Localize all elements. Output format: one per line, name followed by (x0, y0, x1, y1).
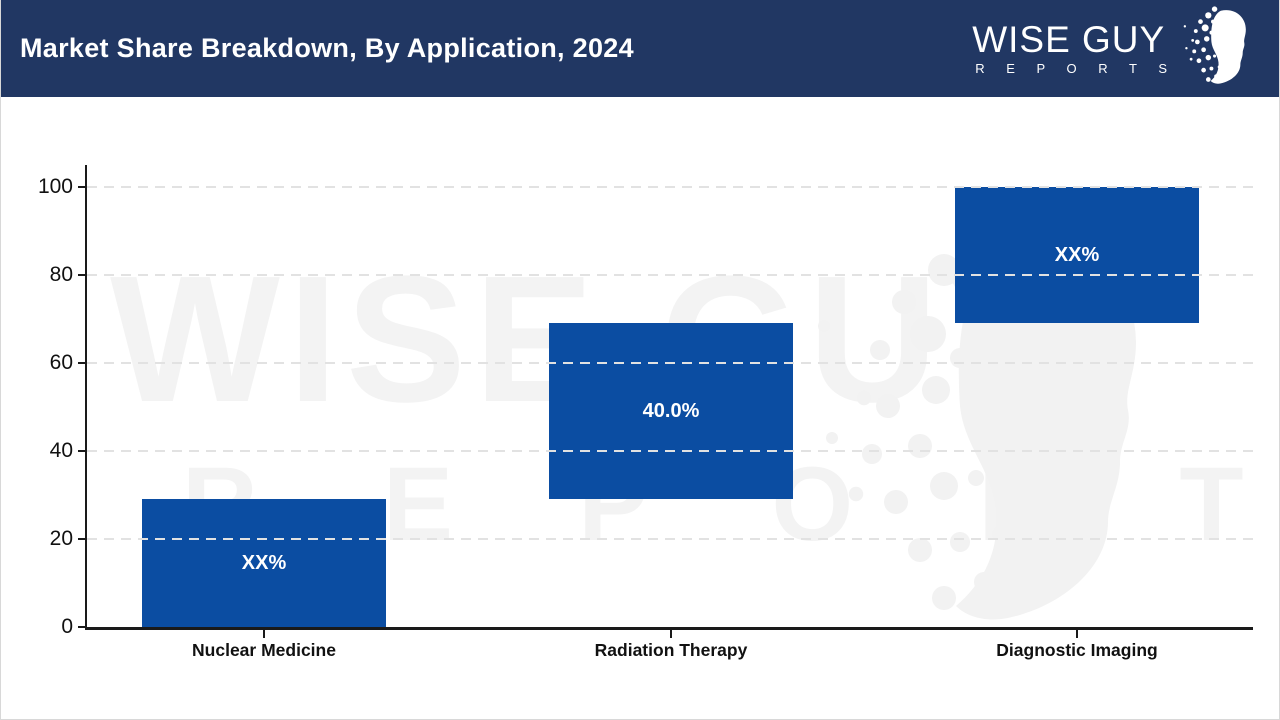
dotted-head-icon (1183, 5, 1246, 84)
y-tick-label: 100 (37, 175, 73, 198)
y-tick-label: 0 (61, 615, 73, 638)
y-tick-mark (78, 450, 86, 452)
brand-logo: WISE GUY R E P O R T S (972, 5, 1254, 92)
gridline (87, 362, 1253, 364)
page-title: Market Share Breakdown, By Application, … (20, 33, 634, 63)
x-tick-mark (263, 630, 265, 638)
y-tick-mark (78, 626, 86, 628)
gridline (87, 274, 1253, 276)
y-tick-mark (78, 274, 86, 276)
x-category-label: Diagnostic Imaging (996, 640, 1158, 660)
brand-name: WISE GUY (972, 19, 1166, 60)
y-tick-mark (78, 362, 86, 364)
y-tick-label: 40 (49, 439, 73, 462)
bar-value-label: XX% (241, 552, 287, 575)
gridline (87, 538, 1253, 540)
y-tick-label: 60 (49, 351, 73, 374)
y-tick-mark (78, 186, 86, 188)
x-axis (85, 627, 1253, 630)
x-category-label: Radiation Therapy (594, 640, 748, 660)
waterfall-bar (142, 499, 386, 627)
x-tick-mark (670, 630, 672, 638)
gridline (87, 186, 1253, 188)
y-axis (85, 165, 87, 630)
header: Market Share Breakdown, By Application, … (0, 0, 1280, 97)
gridline (87, 450, 1253, 452)
y-tick-label: 80 (49, 263, 73, 286)
x-category-label: Nuclear Medicine (192, 640, 336, 660)
bar-value-label: 40.0% (642, 400, 700, 423)
waterfall-bar (549, 323, 793, 500)
bar-value-label: XX% (1054, 244, 1100, 267)
brand-logo-text: WISE GUY R E P O R T S (972, 21, 1176, 76)
x-tick-mark (1076, 630, 1078, 638)
y-tick-label: 20 (49, 527, 73, 550)
y-tick-mark (78, 538, 86, 540)
brand-subtitle: R E P O R T S (975, 61, 1176, 76)
